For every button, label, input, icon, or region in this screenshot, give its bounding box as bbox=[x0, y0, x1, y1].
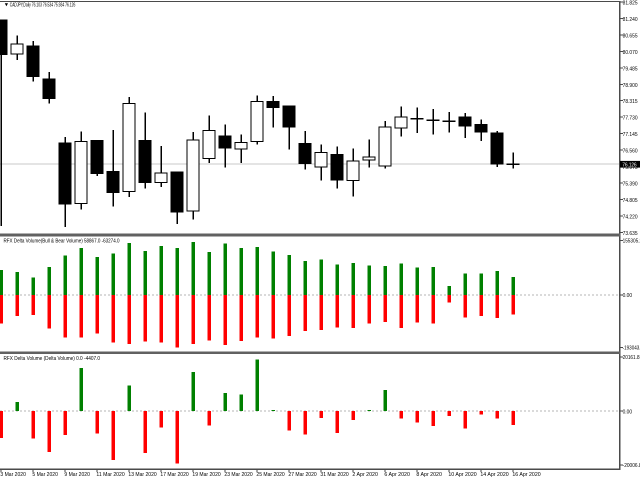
svg-text:2 Apr 2020: 2 Apr 2020 bbox=[352, 472, 378, 478]
svg-text:RFX Delta Volume (Delta Volume: RFX Delta Volume (Delta Volume) 0.0 -440… bbox=[4, 356, 101, 362]
svg-text:155305.2: 155305.2 bbox=[623, 239, 640, 245]
svg-text:77.730: 77.730 bbox=[623, 116, 638, 122]
svg-text:9 Mar 2020: 9 Mar 2020 bbox=[64, 472, 90, 478]
svg-text:0.00: 0.00 bbox=[623, 409, 633, 415]
svg-text:77.145: 77.145 bbox=[623, 132, 638, 138]
svg-text:17 Mar 2020: 17 Mar 2020 bbox=[160, 472, 188, 478]
svg-text:10 Apr 2020: 10 Apr 2020 bbox=[448, 472, 476, 478]
svg-text:-193043.1: -193043.1 bbox=[623, 346, 640, 352]
svg-text:RFX Delta Volume(Bull & Bear V: RFX Delta Volume(Bull & Bear Volume) 588… bbox=[4, 238, 120, 244]
svg-text:31 Mar 2020: 31 Mar 2020 bbox=[320, 472, 348, 478]
svg-text:23 Mar 2020: 23 Mar 2020 bbox=[224, 472, 252, 478]
svg-text:76.560: 76.560 bbox=[623, 149, 638, 155]
svg-text:73.635: 73.635 bbox=[623, 231, 638, 237]
svg-text:16 Apr 2020: 16 Apr 2020 bbox=[512, 472, 540, 478]
svg-text:79.485: 79.485 bbox=[623, 66, 638, 72]
svg-text:19 Mar 2020: 19 Mar 2020 bbox=[192, 472, 220, 478]
svg-text:74.220: 74.220 bbox=[623, 214, 638, 220]
svg-text:75.390: 75.390 bbox=[623, 181, 638, 187]
svg-text:13 Mar 2020: 13 Mar 2020 bbox=[128, 472, 156, 478]
svg-text:81.825: 81.825 bbox=[623, 1, 638, 7]
svg-text:0.00: 0.00 bbox=[623, 293, 633, 299]
svg-text:-20006.8: -20006.8 bbox=[623, 463, 640, 469]
svg-text:6 Apr 2020: 6 Apr 2020 bbox=[384, 472, 410, 478]
svg-text:78.315: 78.315 bbox=[623, 99, 638, 105]
svg-text:25 Mar 2020: 25 Mar 2020 bbox=[256, 472, 284, 478]
svg-text:CADJPY,Daily 76.103 76.534 75.: CADJPY,Daily 76.103 76.534 75.934 76.126 bbox=[10, 3, 76, 9]
svg-text:76.126: 76.126 bbox=[622, 163, 636, 169]
svg-text:80.070: 80.070 bbox=[623, 50, 638, 56]
svg-text:11 Mar 2020: 11 Mar 2020 bbox=[96, 472, 124, 478]
svg-text:27 Mar 2020: 27 Mar 2020 bbox=[288, 472, 316, 478]
svg-text:81.240: 81.240 bbox=[623, 17, 638, 23]
svg-text:74.805: 74.805 bbox=[623, 198, 638, 204]
svg-text:14 Apr 2020: 14 Apr 2020 bbox=[480, 472, 508, 478]
svg-text:8 Apr 2020: 8 Apr 2020 bbox=[416, 472, 442, 478]
svg-text:5 Mar 2020: 5 Mar 2020 bbox=[32, 472, 58, 478]
svg-text:20161.8: 20161.8 bbox=[623, 355, 640, 361]
svg-text:75.975: 75.975 bbox=[623, 165, 638, 171]
svg-text:3 Mar 2020: 3 Mar 2020 bbox=[0, 472, 26, 478]
svg-text:78.900: 78.900 bbox=[623, 83, 638, 89]
svg-text:80.655: 80.655 bbox=[623, 33, 638, 39]
